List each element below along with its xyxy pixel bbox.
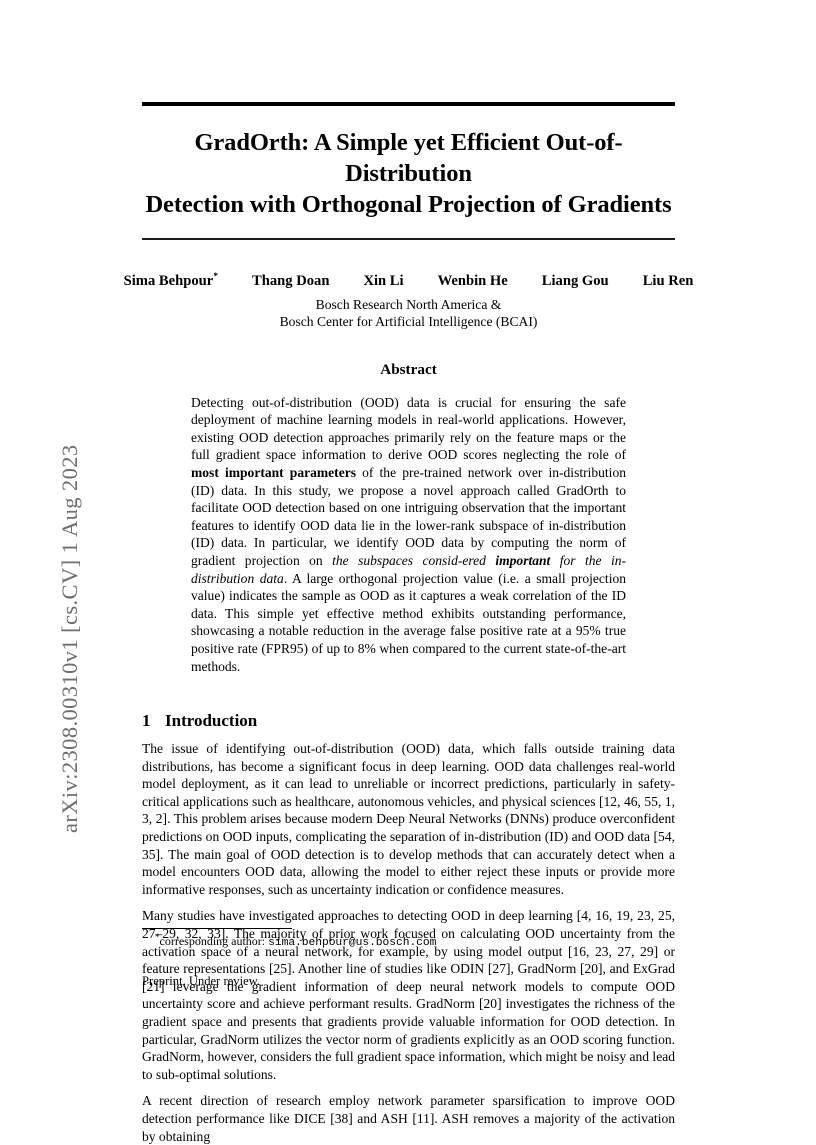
author-entry: Sima Behpour*: [107, 271, 235, 290]
arxiv-stamp: arXiv:2308.00310v1 [cs.CV] 1 Aug 2023: [0, 0, 90, 1056]
abstract-italic-2: for the in-distribution data: [191, 552, 627, 586]
page-title: GradOrth: A Simple yet Efficient Out-of-…: [142, 106, 675, 238]
title-rule-bottom: [142, 238, 675, 240]
affiliation: Bosch Research North America & Bosch Cen…: [142, 296, 675, 331]
abstract-bold-1: most important parameters: [191, 464, 356, 480]
author-entry: Liu Ren: [626, 273, 711, 290]
title-rule-top: [142, 102, 675, 106]
affiliation-line-2: Bosch Center for Artificial Intelligence…: [279, 314, 538, 330]
abstract-section: Abstract Detecting out-of-distribution (…: [191, 331, 626, 676]
author-entry: Wenbin He: [421, 273, 525, 290]
author-marker: *: [213, 271, 218, 282]
abstract-part-3: . A large orthogonal projection value (i…: [191, 570, 627, 674]
abstract-heading: Abstract: [380, 360, 437, 378]
intro-paragraph-3: A recent direction of research employ ne…: [142, 1093, 675, 1144]
author-name: Liu Ren: [642, 272, 694, 289]
footnote-label: corresponding author:: [159, 934, 269, 949]
author-name: Xin Li: [363, 272, 404, 289]
footnote-block: *corresponding author: sima.behpour@us.b…: [142, 928, 675, 951]
section-number: 1: [142, 711, 151, 731]
author-name: Sima Behpour: [123, 272, 214, 289]
author-name: Wenbin He: [437, 272, 508, 289]
author-name: Thang Doan: [251, 272, 330, 289]
abstract-text: Detecting out-of-distribution (OOD) data…: [191, 394, 626, 676]
author-name: Liang Gou: [541, 272, 609, 289]
author-row: Sima Behpour* Thang Doan Xin Li Wenbin H…: [124, 272, 694, 290]
title-line-2: Detection with Orthogonal Projection of …: [145, 191, 672, 218]
abstract-bolditalic-1: important: [495, 552, 551, 568]
section-title: Introduction: [165, 711, 258, 731]
abstract-part-2: of the pre-trained network over in-distr…: [191, 464, 626, 568]
author-block: Sima Behpour* Thang Doan Xin Li Wenbin H…: [124, 240, 694, 331]
intro-paragraph-1: The issue of identifying out-of-distribu…: [142, 741, 675, 897]
footnote-marker: *: [155, 932, 160, 943]
abstract-part-1: Detecting out-of-distribution (OOD) data…: [191, 394, 626, 463]
footnote-rule: [142, 928, 292, 930]
footnote-text: *corresponding author: sima.behpour@us.b…: [142, 932, 675, 951]
author-entry: Thang Doan: [235, 273, 346, 290]
affiliation-line-1: Bosch Research North America &: [315, 296, 502, 312]
section-heading-introduction: 1 Introduction: [142, 711, 675, 731]
paper-page: GradOrth: A Simple yet Efficient Out-of-…: [124, 0, 694, 1144]
title-line-1: GradOrth: A Simple yet Efficient Out-of-…: [194, 129, 623, 187]
preprint-note: Preprint. Under review.: [142, 974, 261, 988]
corresponding-author-email: sima.behpour@us.bosch.com: [268, 937, 437, 950]
arxiv-stamp-text: arXiv:2308.00310v1 [cs.CV] 1 Aug 2023: [57, 444, 82, 833]
abstract-italic-1: the subspaces consid-ered: [332, 552, 496, 568]
author-entry: Xin Li: [346, 273, 420, 290]
author-entry: Liang Gou: [525, 273, 626, 290]
